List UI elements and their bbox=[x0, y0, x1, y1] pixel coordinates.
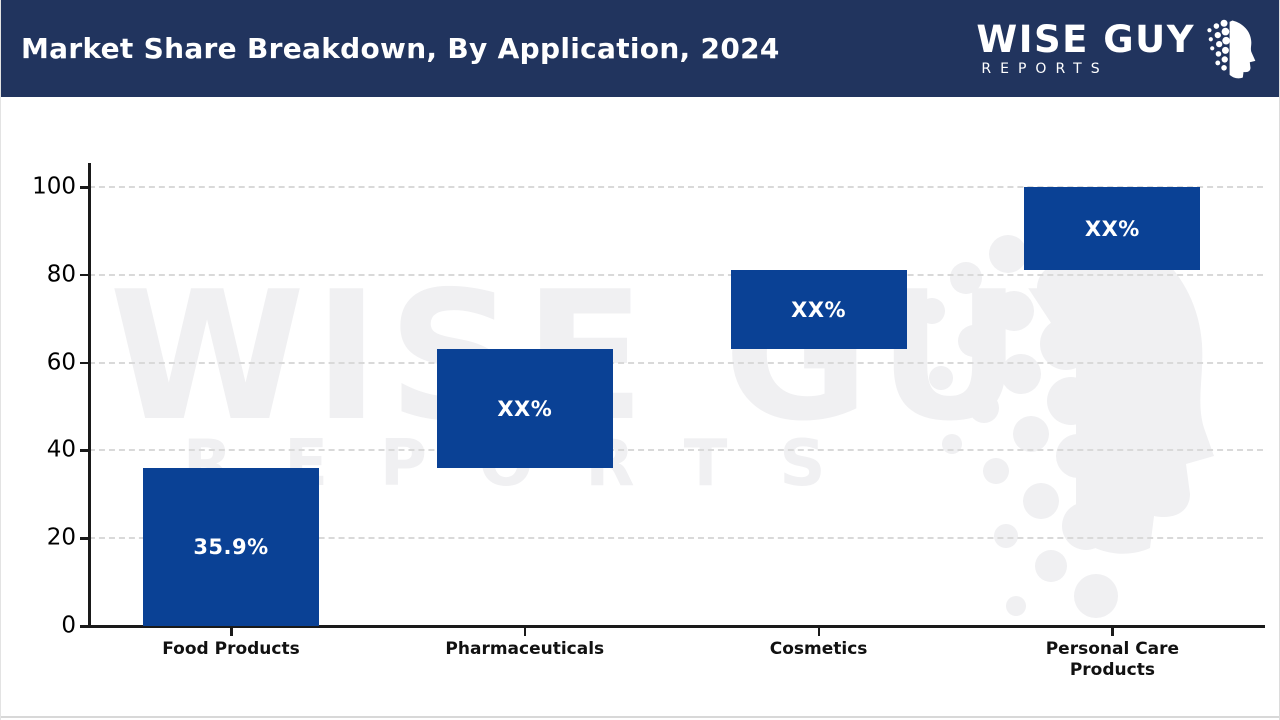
y-tick bbox=[80, 449, 89, 452]
bar-value-label: XX% bbox=[791, 297, 847, 322]
x-category-label: Cosmetics bbox=[769, 639, 868, 659]
logo-subtitle: REPORTS bbox=[981, 60, 1109, 77]
bar-value-label: XX% bbox=[1084, 216, 1140, 241]
x-tick bbox=[230, 627, 233, 636]
gridline bbox=[89, 186, 1263, 188]
y-tick bbox=[80, 186, 89, 189]
header: Market Share Breakdown, By Application, … bbox=[1, 0, 1279, 97]
logo-wordmark: WISE GUY bbox=[976, 17, 1195, 61]
x-axis-line bbox=[86, 625, 1265, 628]
bottom-divider bbox=[1, 716, 1279, 718]
y-tick bbox=[80, 625, 89, 628]
y-tick-label: 0 bbox=[61, 612, 76, 639]
x-tick bbox=[1111, 627, 1114, 636]
x-category-label: Pharmaceuticals bbox=[445, 639, 605, 659]
wiseguy-head-icon bbox=[1207, 19, 1256, 78]
y-tick bbox=[80, 361, 89, 365]
y-axis-line bbox=[88, 163, 91, 628]
gridline bbox=[89, 361, 1263, 364]
gridline bbox=[89, 449, 1263, 452]
y-tick-label: 80 bbox=[46, 261, 76, 288]
gridline bbox=[89, 273, 1263, 276]
bar-segment: 35.9% bbox=[143, 468, 319, 626]
logo-text: WISE GUY REPORTS bbox=[976, 21, 1195, 77]
bar-segment: XX% bbox=[1024, 187, 1201, 271]
x-category-label: Personal Care Products bbox=[1045, 639, 1180, 681]
bar-segment: XX% bbox=[436, 349, 613, 469]
bar-value-label: 35.9% bbox=[193, 535, 269, 560]
y-tick-label: 40 bbox=[46, 436, 76, 463]
y-tick-label: 100 bbox=[32, 173, 76, 200]
x-category-label: Food Products bbox=[162, 639, 300, 659]
x-tick bbox=[523, 627, 527, 636]
y-tick bbox=[80, 273, 89, 277]
page-title: Market Share Breakdown, By Application, … bbox=[21, 32, 780, 65]
wiseguy-logo: WISE GUY REPORTS bbox=[976, 9, 1263, 89]
y-tick bbox=[80, 537, 89, 540]
bar-segment: XX% bbox=[730, 270, 907, 350]
gridline bbox=[89, 537, 1263, 540]
bar-value-label: XX% bbox=[497, 396, 553, 421]
x-tick bbox=[817, 627, 821, 636]
y-tick-label: 60 bbox=[46, 349, 76, 376]
y-tick-label: 20 bbox=[46, 524, 76, 551]
